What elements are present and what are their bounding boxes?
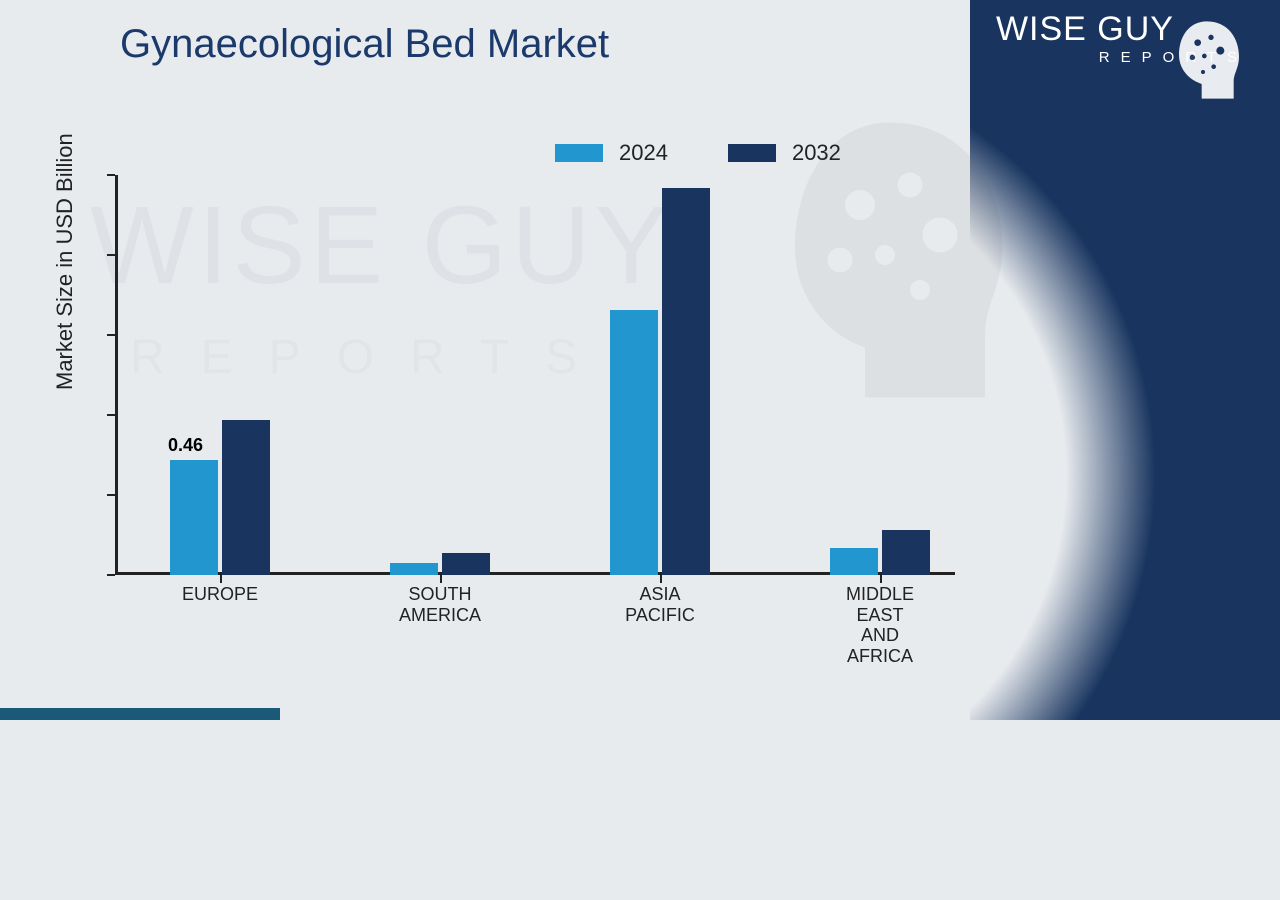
bar	[170, 460, 218, 575]
category-label: MIDDLEEASTANDAFRICA	[810, 584, 950, 667]
bar	[222, 420, 270, 575]
bar-value-label: 0.46	[168, 435, 203, 456]
bar-chart: 0.46	[115, 175, 955, 575]
category-label: EUROPE	[150, 584, 290, 605]
y-tick	[107, 494, 115, 496]
legend-swatch-2032	[728, 144, 776, 162]
x-axis-labels: EUROPE SOUTHAMERICA ASIAPACIFIC MIDDLEEASTA…	[115, 578, 955, 698]
y-axis-label: Market Size in USD Billion	[52, 133, 78, 390]
footer-accent-bar	[0, 708, 280, 720]
y-tick	[107, 414, 115, 416]
bar	[662, 188, 710, 576]
bar	[610, 310, 658, 575]
y-tick	[107, 254, 115, 256]
legend-item: 2024	[555, 140, 668, 166]
logo-head-icon	[1172, 20, 1242, 100]
category-label: ASIAPACIFIC	[590, 584, 730, 625]
legend-swatch-2024	[555, 144, 603, 162]
bar	[830, 548, 878, 576]
legend-label: 2024	[619, 140, 668, 166]
legend-label: 2032	[792, 140, 841, 166]
y-tick	[107, 174, 115, 176]
chart-title: Gynaecological Bed Market	[120, 22, 609, 67]
category-label: SOUTHAMERICA	[370, 584, 510, 625]
y-axis	[115, 175, 118, 575]
y-tick	[107, 574, 115, 576]
bar	[882, 530, 930, 575]
y-tick	[107, 334, 115, 336]
bar	[442, 553, 490, 576]
brand-logo: WISE GUY REPORTS	[996, 12, 1252, 65]
legend: 2024 2032	[555, 140, 841, 166]
legend-item: 2032	[728, 140, 841, 166]
bar	[390, 563, 438, 576]
